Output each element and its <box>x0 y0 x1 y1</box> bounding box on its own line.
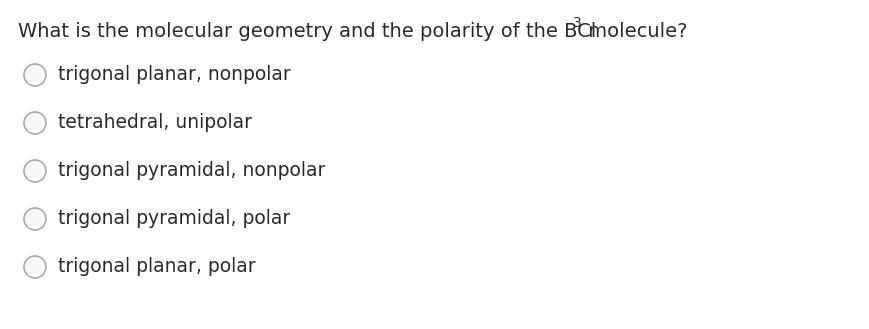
Text: trigonal planar, nonpolar: trigonal planar, nonpolar <box>58 65 291 85</box>
Text: tetrahedral, unipolar: tetrahedral, unipolar <box>58 114 252 133</box>
Text: molecule?: molecule? <box>582 22 687 41</box>
Ellipse shape <box>24 208 46 230</box>
Text: trigonal pyramidal, nonpolar: trigonal pyramidal, nonpolar <box>58 162 325 181</box>
Ellipse shape <box>24 112 46 134</box>
Ellipse shape <box>24 64 46 86</box>
Ellipse shape <box>24 160 46 182</box>
Text: 3: 3 <box>573 16 582 30</box>
Ellipse shape <box>24 256 46 278</box>
Text: What is the molecular geometry and the polarity of the BCl: What is the molecular geometry and the p… <box>18 22 596 41</box>
Text: trigonal planar, polar: trigonal planar, polar <box>58 258 255 276</box>
Text: trigonal pyramidal, polar: trigonal pyramidal, polar <box>58 210 290 229</box>
